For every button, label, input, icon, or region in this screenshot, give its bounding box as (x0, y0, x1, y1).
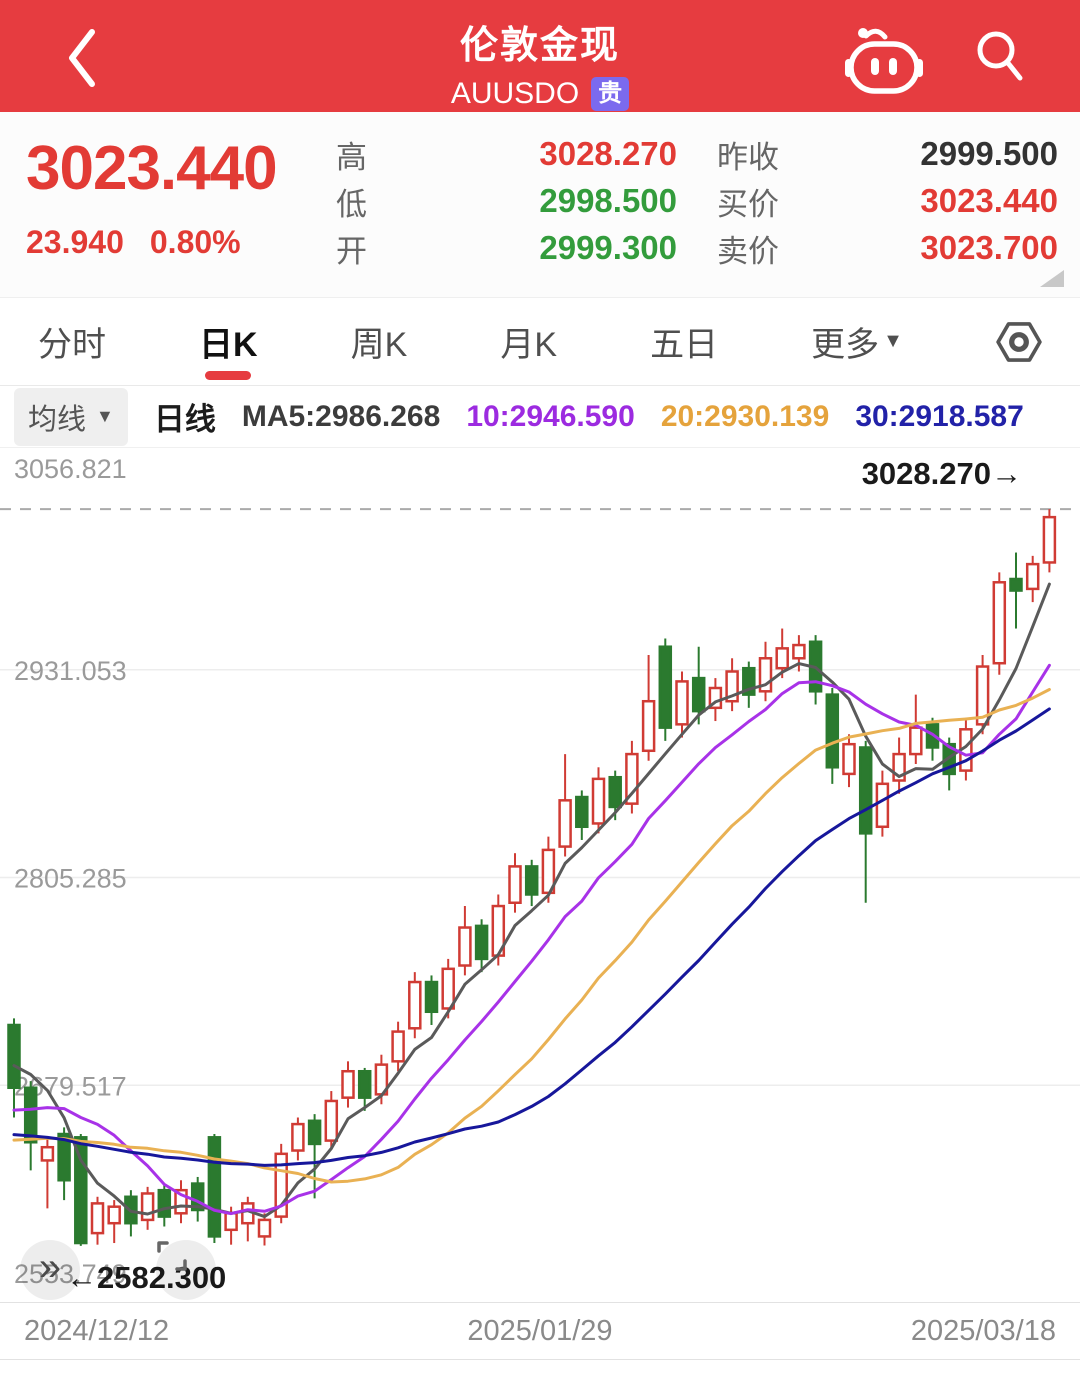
ma20-legend: 20:2930.139 (660, 399, 830, 433)
stat-value: 2999.300 (539, 229, 677, 266)
settings-hexnut-icon (996, 321, 1042, 362)
ma30-legend: 30:2918.587 (855, 399, 1024, 433)
svg-text:2553.749: 2553.749 (14, 1259, 127, 1289)
back-button[interactable] (62, 26, 102, 90)
back-chevron-icon (69, 29, 95, 87)
stat-label: 开 (336, 233, 367, 269)
last-price: 3023.440 (26, 134, 278, 203)
stat-label: 昨收 (717, 139, 779, 175)
price-change: 23.940 0.80% (26, 224, 326, 261)
tab-weekly-k[interactable]: 周K (350, 326, 408, 364)
page-title: 伦敦金现 (459, 25, 620, 67)
low-price-marker: ←2582.300 (66, 1260, 227, 1295)
app-header: 伦敦金现 AUUSDO 贵 (0, 0, 1080, 112)
ma10-legend: 10:2946.590 (466, 399, 635, 433)
stat-row-bid: 买价 3023.440 (717, 179, 1058, 223)
kline-tab-bar: 分时 日K 周K 月K 五日 更多 ▼ (0, 298, 1080, 386)
symbol-code: AUUSDO (450, 77, 580, 110)
candlestick-chart-area[interactable]: 3056.821 2931.053 2805.285 2679.517 2553.749… (0, 448, 1080, 1302)
assistant-robot-button[interactable] (838, 22, 930, 102)
search-icon (977, 31, 1023, 81)
ma-indicator-bar: 均线 ▼ 日线 MA5:2986.268 10:2946.590 20:2930… (0, 386, 1080, 448)
stat-value: 3028.270 (539, 135, 677, 172)
x-axis: 2024/12/12 2025/01/29 2025/03/18 (0, 1302, 1080, 1360)
caret-down-icon: ▼ (96, 406, 114, 426)
stat-label: 卖价 (717, 233, 779, 269)
ma-period-label: 日线 (153, 402, 216, 437)
stat-value: 2998.500 (539, 182, 677, 219)
high-price-marker: 3028.270→ (861, 456, 1022, 491)
quote-panel: 3023.440 23.940 0.80% 高 3028.270 低 2998.… (0, 112, 1080, 298)
tab-more[interactable]: 更多 ▼ (811, 326, 903, 364)
search-button[interactable] (972, 26, 1028, 86)
change-value: 23.940 (26, 224, 124, 260)
scroll-forward-button[interactable]: » (20, 1240, 80, 1300)
stat-value: 3023.700 (920, 229, 1058, 266)
market-badge: 贵 (591, 77, 630, 111)
x-axis-label-start: 2024/12/12 (24, 1314, 170, 1347)
robot-icon (845, 28, 923, 94)
change-percent: 0.80% (149, 224, 241, 260)
stat-label: 高 (336, 139, 367, 175)
stat-row-prev-close: 昨收 2999.500 (717, 132, 1058, 176)
tab-daily-k[interactable]: 日K (199, 298, 258, 385)
stat-row-open: 开 2999.300 (336, 226, 677, 270)
ma5-legend: MA5:2986.268 (241, 399, 441, 433)
chart-settings-button[interactable] (996, 298, 1042, 385)
stat-label: 买价 (717, 186, 779, 222)
ma-selector-dropdown[interactable]: 均线 ▼ (14, 387, 128, 446)
panel-expand-corner-icon[interactable] (1040, 270, 1064, 287)
svg-text:2805.285: 2805.285 (14, 864, 127, 894)
fullscreen-button[interactable] (156, 1240, 216, 1300)
tab-monthly-k[interactable]: 月K (500, 326, 558, 364)
stat-row-ask: 卖价 3023.700 (717, 226, 1058, 270)
stat-row-high: 高 3028.270 (336, 132, 677, 176)
tab-five-day[interactable]: 五日 (650, 326, 719, 364)
svg-text:3056.821: 3056.821 (14, 454, 127, 484)
tab-minute[interactable]: 分时 (38, 326, 106, 364)
caret-down-icon: ▼ (883, 330, 903, 352)
x-axis-label-end: 2025/03/18 (910, 1314, 1056, 1347)
stat-value: 2999.500 (920, 135, 1058, 172)
x-axis-label-mid: 2025/01/29 (467, 1314, 613, 1347)
fullscreen-corners-icon (157, 1241, 187, 1271)
svg-text:2931.053: 2931.053 (14, 656, 127, 686)
stat-value: 3023.440 (920, 182, 1058, 219)
double-chevron-right-icon: » (38, 1244, 62, 1289)
stat-row-low: 低 2998.500 (336, 179, 677, 223)
stat-label: 低 (336, 186, 367, 222)
